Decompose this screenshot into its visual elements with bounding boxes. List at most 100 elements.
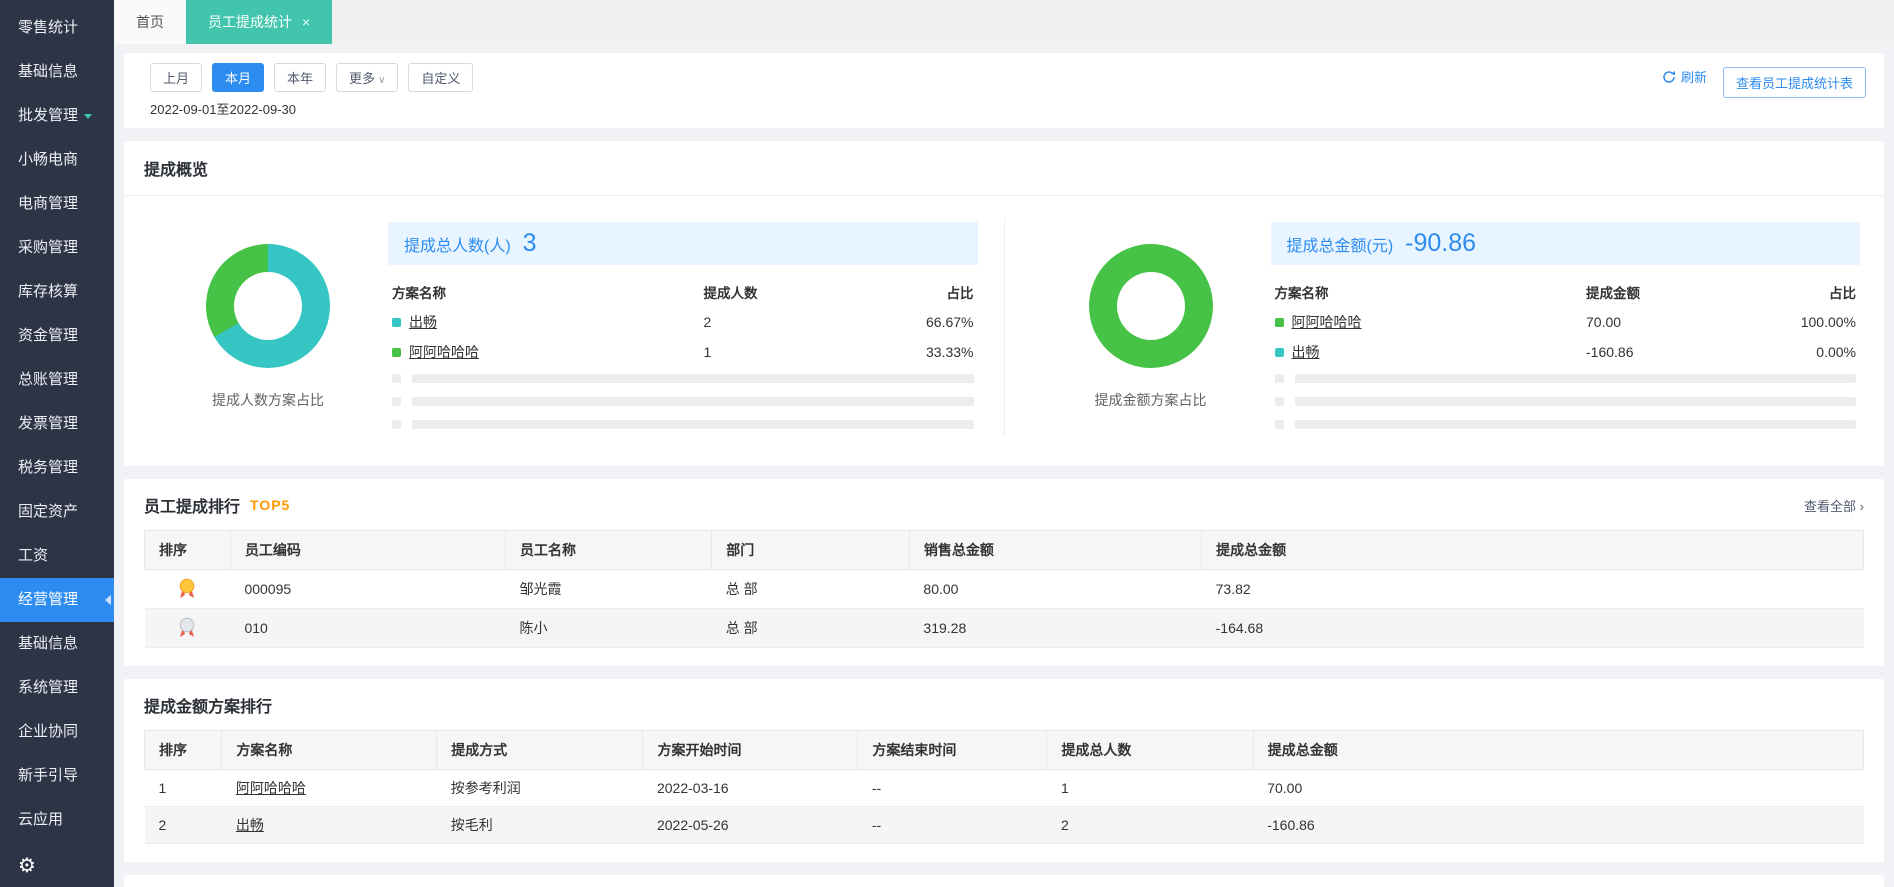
- skeleton-row: [1274, 413, 1856, 436]
- table-row[interactable]: 2 出畅 按毛利 2022-05-26 -- 2 -160.86: [144, 806, 1864, 844]
- table-row[interactable]: 010 陈小 总 部 319.28 -164.68: [144, 608, 1864, 648]
- silver-medal-icon: [180, 617, 195, 637]
- sidebar-item-business-management[interactable]: 经营管理: [0, 578, 114, 622]
- close-icon[interactable]: ×: [302, 14, 311, 30]
- plan-ranking-head: 提成金额方案排行: [144, 693, 1864, 717]
- amount-headline-value: -90.86: [1405, 229, 1477, 257]
- filter-right: 刷新 查看员工提成统计表: [1662, 63, 1866, 118]
- amount-donut-chart[interactable]: [1088, 244, 1213, 368]
- tab-bar: 首页 员工提成统计 ×: [114, 0, 1894, 44]
- skeleton-row: [392, 390, 974, 413]
- employee-ranking-head: 员工提成排行 TOP5 查看全部 ›: [144, 493, 1864, 517]
- sidebar-item-basic-info[interactable]: 基础信息: [18, 63, 79, 80]
- sidebar-item-purchasing[interactable]: 采购管理: [18, 239, 79, 256]
- sidebar-item-system[interactable]: 系统管理: [18, 679, 79, 696]
- sidebar-item-funds[interactable]: 资金管理: [18, 327, 79, 344]
- sidebar-item-payroll[interactable]: 工资: [18, 547, 49, 564]
- series-dot: [392, 347, 401, 357]
- table-header-row: 排序 方案名称 提成方式 方案开始时间 方案结束时间 提成总人数 提成总金额: [143, 730, 1865, 770]
- plan-ranking-panel: 提成金额方案排行 排序 方案名称 提成方式 方案开始时间 方案结束时间: [124, 679, 1884, 862]
- people-headline-value: 3: [522, 229, 537, 257]
- filter-button-this-month[interactable]: 本月: [212, 63, 265, 92]
- date-range-text: 2022-09-01至2022-09-30: [150, 102, 296, 117]
- mini-table-row: 出畅 -160.86 0.00%: [1274, 337, 1856, 367]
- amount-mini-table: 方案名称 提成金额 占比 阿阿哈哈哈 70.00 100.00% 出畅: [1271, 277, 1861, 436]
- sidebar-item-beginner-guide[interactable]: 新手引导: [18, 767, 79, 784]
- sidebar-item-ecommerce[interactable]: 电商管理: [18, 195, 79, 212]
- refresh-icon: [1663, 70, 1676, 83]
- mini-table-row: 阿阿哈哈哈 70.00 100.00%: [1274, 307, 1856, 337]
- sidebar-item-wholesale[interactable]: 批发管理: [0, 94, 114, 138]
- filter-panel: 上月 本月 本年 更多 ∨ 自定义 2022-09-01至2022-09-30: [124, 53, 1884, 128]
- filter-button-custom[interactable]: 自定义: [408, 63, 474, 92]
- sidebar-item-fixed-assets[interactable]: 固定资产: [18, 503, 79, 520]
- amount-stat-block: 提成总金额(元) -90.86 方案名称 提成金额 占比 阿阿哈哈哈: [1270, 218, 1861, 436]
- tab-home[interactable]: 首页: [114, 0, 186, 44]
- sidebar-item-xiaochang-ecommerce[interactable]: 小畅电商: [18, 151, 79, 168]
- commission-overview-panel: 提成概览 提成人数方案占比 提成总人数(人) 3: [124, 141, 1884, 466]
- plan-link[interactable]: 出畅: [409, 314, 437, 330]
- active-arrow-icon: [105, 595, 111, 605]
- sidebar-item-cloud-apps[interactable]: 云应用: [18, 811, 64, 828]
- filter-left: 上月 本月 本年 更多 ∨ 自定义 2022-09-01至2022-09-30: [150, 63, 474, 118]
- table-row[interactable]: 1 阿阿哈哈哈 按参考利润 2022-03-16 -- 1 70.00: [144, 769, 1864, 807]
- sidebar-item-collaboration[interactable]: 企业协同: [18, 723, 79, 740]
- people-stat-block: 提成总人数(人) 3 方案名称 提成人数 占比 出畅 2: [388, 218, 978, 436]
- sidebar-item-retail-stats[interactable]: 零售统计: [18, 19, 79, 36]
- view-all-link[interactable]: 查看全部 ›: [1804, 498, 1864, 514]
- mini-table-header: 方案名称 提成人数 占比: [392, 286, 974, 301]
- view-commission-table-button[interactable]: 查看员工提成统计表: [1722, 67, 1866, 98]
- amount-donut-block: 提成金额方案占比: [1031, 218, 1271, 436]
- plan-link[interactable]: 阿阿哈哈哈: [235, 780, 306, 796]
- plan-ranking-title: 提成金额方案排行: [144, 699, 273, 716]
- refresh-button[interactable]: 刷新: [1662, 67, 1707, 86]
- gold-medal-icon: [180, 578, 195, 598]
- mini-table-row: 阿阿哈哈哈 1 33.33%: [392, 337, 974, 367]
- chevron-down-icon: ∨: [378, 75, 386, 86]
- overview-body: 提成人数方案占比 提成总人数(人) 3 方案名称 提成人数 占比: [124, 196, 1884, 466]
- sidebar-item-inventory[interactable]: 库存核算: [18, 283, 79, 300]
- chevron-down-icon: [84, 113, 93, 119]
- amount-headline: 提成总金额(元) -90.86: [1270, 222, 1860, 265]
- sidebar-item-general-ledger[interactable]: 总账管理: [18, 371, 79, 388]
- filter-button-last-month[interactable]: 上月: [150, 63, 203, 92]
- plan-link[interactable]: 阿阿哈哈哈: [409, 344, 479, 360]
- plan-link[interactable]: 出畅: [1291, 344, 1320, 360]
- table-row[interactable]: 000095 邹光霞 总 部 80.00 73.82: [144, 569, 1864, 609]
- top5-badge: TOP5: [250, 497, 291, 513]
- sidebar-item-basic-info-2[interactable]: 基础信息: [18, 635, 79, 652]
- plan-link[interactable]: 阿阿哈哈哈: [1291, 314, 1362, 330]
- mini-table-row: 出畅 2 66.67%: [392, 307, 974, 337]
- people-donut-caption: 提成人数方案占比: [212, 392, 324, 408]
- people-mini-table: 方案名称 提成人数 占比 出畅 2 66.67% 阿阿哈哈哈: [388, 277, 978, 436]
- sidebar-item-tax[interactable]: 税务管理: [18, 459, 79, 476]
- people-donut-chart[interactable]: [206, 244, 330, 368]
- plan-ranking-table: 排序 方案名称 提成方式 方案开始时间 方案结束时间 提成总人数 提成总金额 1: [143, 730, 1865, 844]
- skeleton-row: [1274, 367, 1856, 390]
- sidebar: 零售统计 基础信息 批发管理 小畅电商 电商管理 采购管理 库存核算 资金管理 …: [0, 0, 114, 887]
- sidebar-nav: 零售统计 基础信息 批发管理 小畅电商 电商管理 采购管理 库存核算 资金管理 …: [0, 0, 114, 842]
- employee-ranking-table: 排序 员工编码 员工名称 部门 销售总金额 提成总金额: [144, 530, 1864, 648]
- employee-ranking-panel: 员工提成排行 TOP5 查看全部 › 排序 员工编码 员工名称 部门: [124, 479, 1884, 666]
- mini-table-header: 方案名称 提成金额 占比: [1274, 286, 1857, 301]
- table-header-row: 排序 员工编码 员工名称 部门 销售总金额 提成总金额: [144, 530, 1864, 570]
- date-filter-group: 上月 本月 本年 更多 ∨ 自定义: [150, 63, 474, 92]
- overview-title: 提成概览: [144, 162, 209, 179]
- employee-ranking-title: 员工提成排行: [144, 499, 241, 516]
- skeleton-row: [392, 413, 974, 436]
- plan-link[interactable]: 出畅: [235, 817, 264, 833]
- vertical-divider: [1003, 218, 1005, 436]
- department-commission-panel: 部门提成情况 序号 部门名称 提成方式 方案开始时间 方案结束时间: [124, 875, 1884, 887]
- series-dot: [1274, 317, 1284, 327]
- tab-employee-commission-stats[interactable]: 员工提成统计 ×: [186, 0, 333, 44]
- sidebar-item-invoices[interactable]: 发票管理: [18, 415, 79, 432]
- main-area: 首页 员工提成统计 × 上月 本月 本年 更多 ∨ 自定义 2022-09-01至…: [114, 0, 1894, 887]
- skeleton-row: [1274, 390, 1856, 413]
- amount-headline-label: 提成总金额(元): [1286, 237, 1394, 255]
- settings-gear-icon[interactable]: ⚙: [18, 854, 36, 877]
- overview-title-bar: 提成概览: [124, 141, 1884, 196]
- filter-button-more[interactable]: 更多 ∨: [336, 63, 399, 92]
- series-dot: [392, 317, 401, 327]
- filter-button-this-year[interactable]: 本年: [274, 63, 327, 92]
